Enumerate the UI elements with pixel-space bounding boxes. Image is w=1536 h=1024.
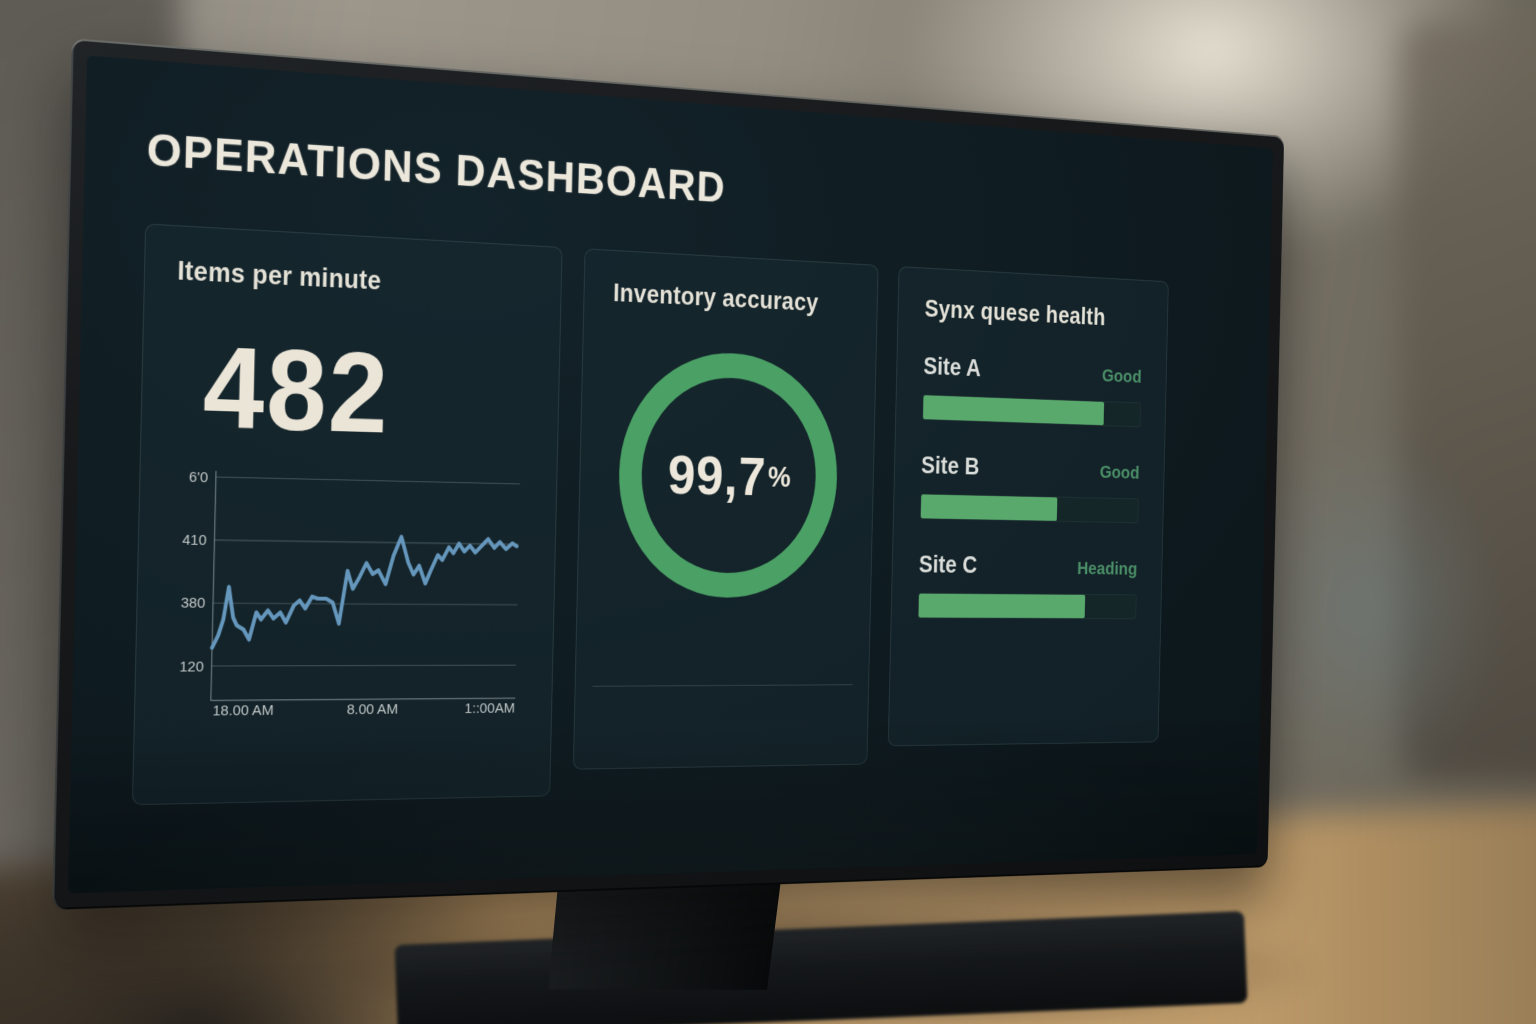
status-badge: Heading <box>1076 558 1138 579</box>
y-tick-0: 6'0 <box>189 469 208 486</box>
site-health-bar-track <box>922 394 1141 428</box>
status-badge: Good <box>1101 365 1142 388</box>
throughput-chart: 6'0 410 380 120 18.00 AM 8.00 AM 1::00AM <box>167 460 527 717</box>
card-sync-queue-health-title: Synx quese health <box>924 295 1106 331</box>
card-inventory-accuracy-title: Inventory accuracy <box>612 278 819 317</box>
site-health-row: Site B Good <box>919 452 1140 524</box>
card-items-per-minute-title: Items per minute <box>177 255 382 296</box>
y-tick-3: 120 <box>179 658 204 675</box>
page-title: OPERATIONS DASHBOARD <box>146 122 727 212</box>
site-health-bar-track <box>917 592 1137 620</box>
site-health-bar-fill <box>922 395 1105 426</box>
site-health-bar-track <box>919 493 1139 524</box>
dashboard-screen: OPERATIONS DASHBOARD Items per minute 48… <box>68 55 1273 894</box>
accuracy-gauge-ring: 99,7 % <box>616 348 840 599</box>
card-items-per-minute: Items per minute 482 6'0 410 380 <box>131 223 563 806</box>
x-tick-1: 8.00 AM <box>347 701 399 717</box>
monitor: OPERATIONS DASHBOARD Items per minute 48… <box>52 38 1285 910</box>
y-tick-1: 410 <box>182 532 207 549</box>
x-tick-0: 18.00 AM <box>212 702 273 717</box>
items-per-minute-value: 482 <box>201 323 391 458</box>
dashboard-cards-row: Items per minute 482 6'0 410 380 <box>131 223 1242 806</box>
card-sync-queue-health: Synx quese health Site A Good Site B Goo… <box>887 266 1169 747</box>
throughput-line-chart: 6'0 410 380 120 18.00 AM 8.00 AM 1::00AM <box>179 460 527 717</box>
site-label: Site A <box>923 352 982 382</box>
card-divider <box>592 684 853 687</box>
site-row-labels: Site C Heading <box>919 551 1138 581</box>
card-inventory-accuracy: Inventory accuracy 99,7 % <box>572 248 879 770</box>
site-health-bar-fill <box>920 494 1058 521</box>
accuracy-value: 99,7 <box>667 443 767 507</box>
site-health-row: Site A Good <box>922 353 1142 428</box>
status-badge: Good <box>1099 462 1140 484</box>
accuracy-unit: % <box>767 459 792 493</box>
throughput-line <box>212 534 517 648</box>
site-row-labels: Site B Good <box>921 452 1140 485</box>
site-health-bar-fill <box>918 593 1086 619</box>
site-label: Site B <box>920 451 980 480</box>
site-health-row: Site C Heading <box>917 551 1138 620</box>
background-shape-mid <box>1240 430 1500 790</box>
site-row-labels: Site A Good <box>923 353 1142 389</box>
site-rows: Site A Good Site B Good Site C Heading <box>917 353 1142 620</box>
x-tick-2: 1::00AM <box>464 700 515 717</box>
site-label: Site C <box>918 551 978 579</box>
y-tick-2: 380 <box>181 595 206 612</box>
